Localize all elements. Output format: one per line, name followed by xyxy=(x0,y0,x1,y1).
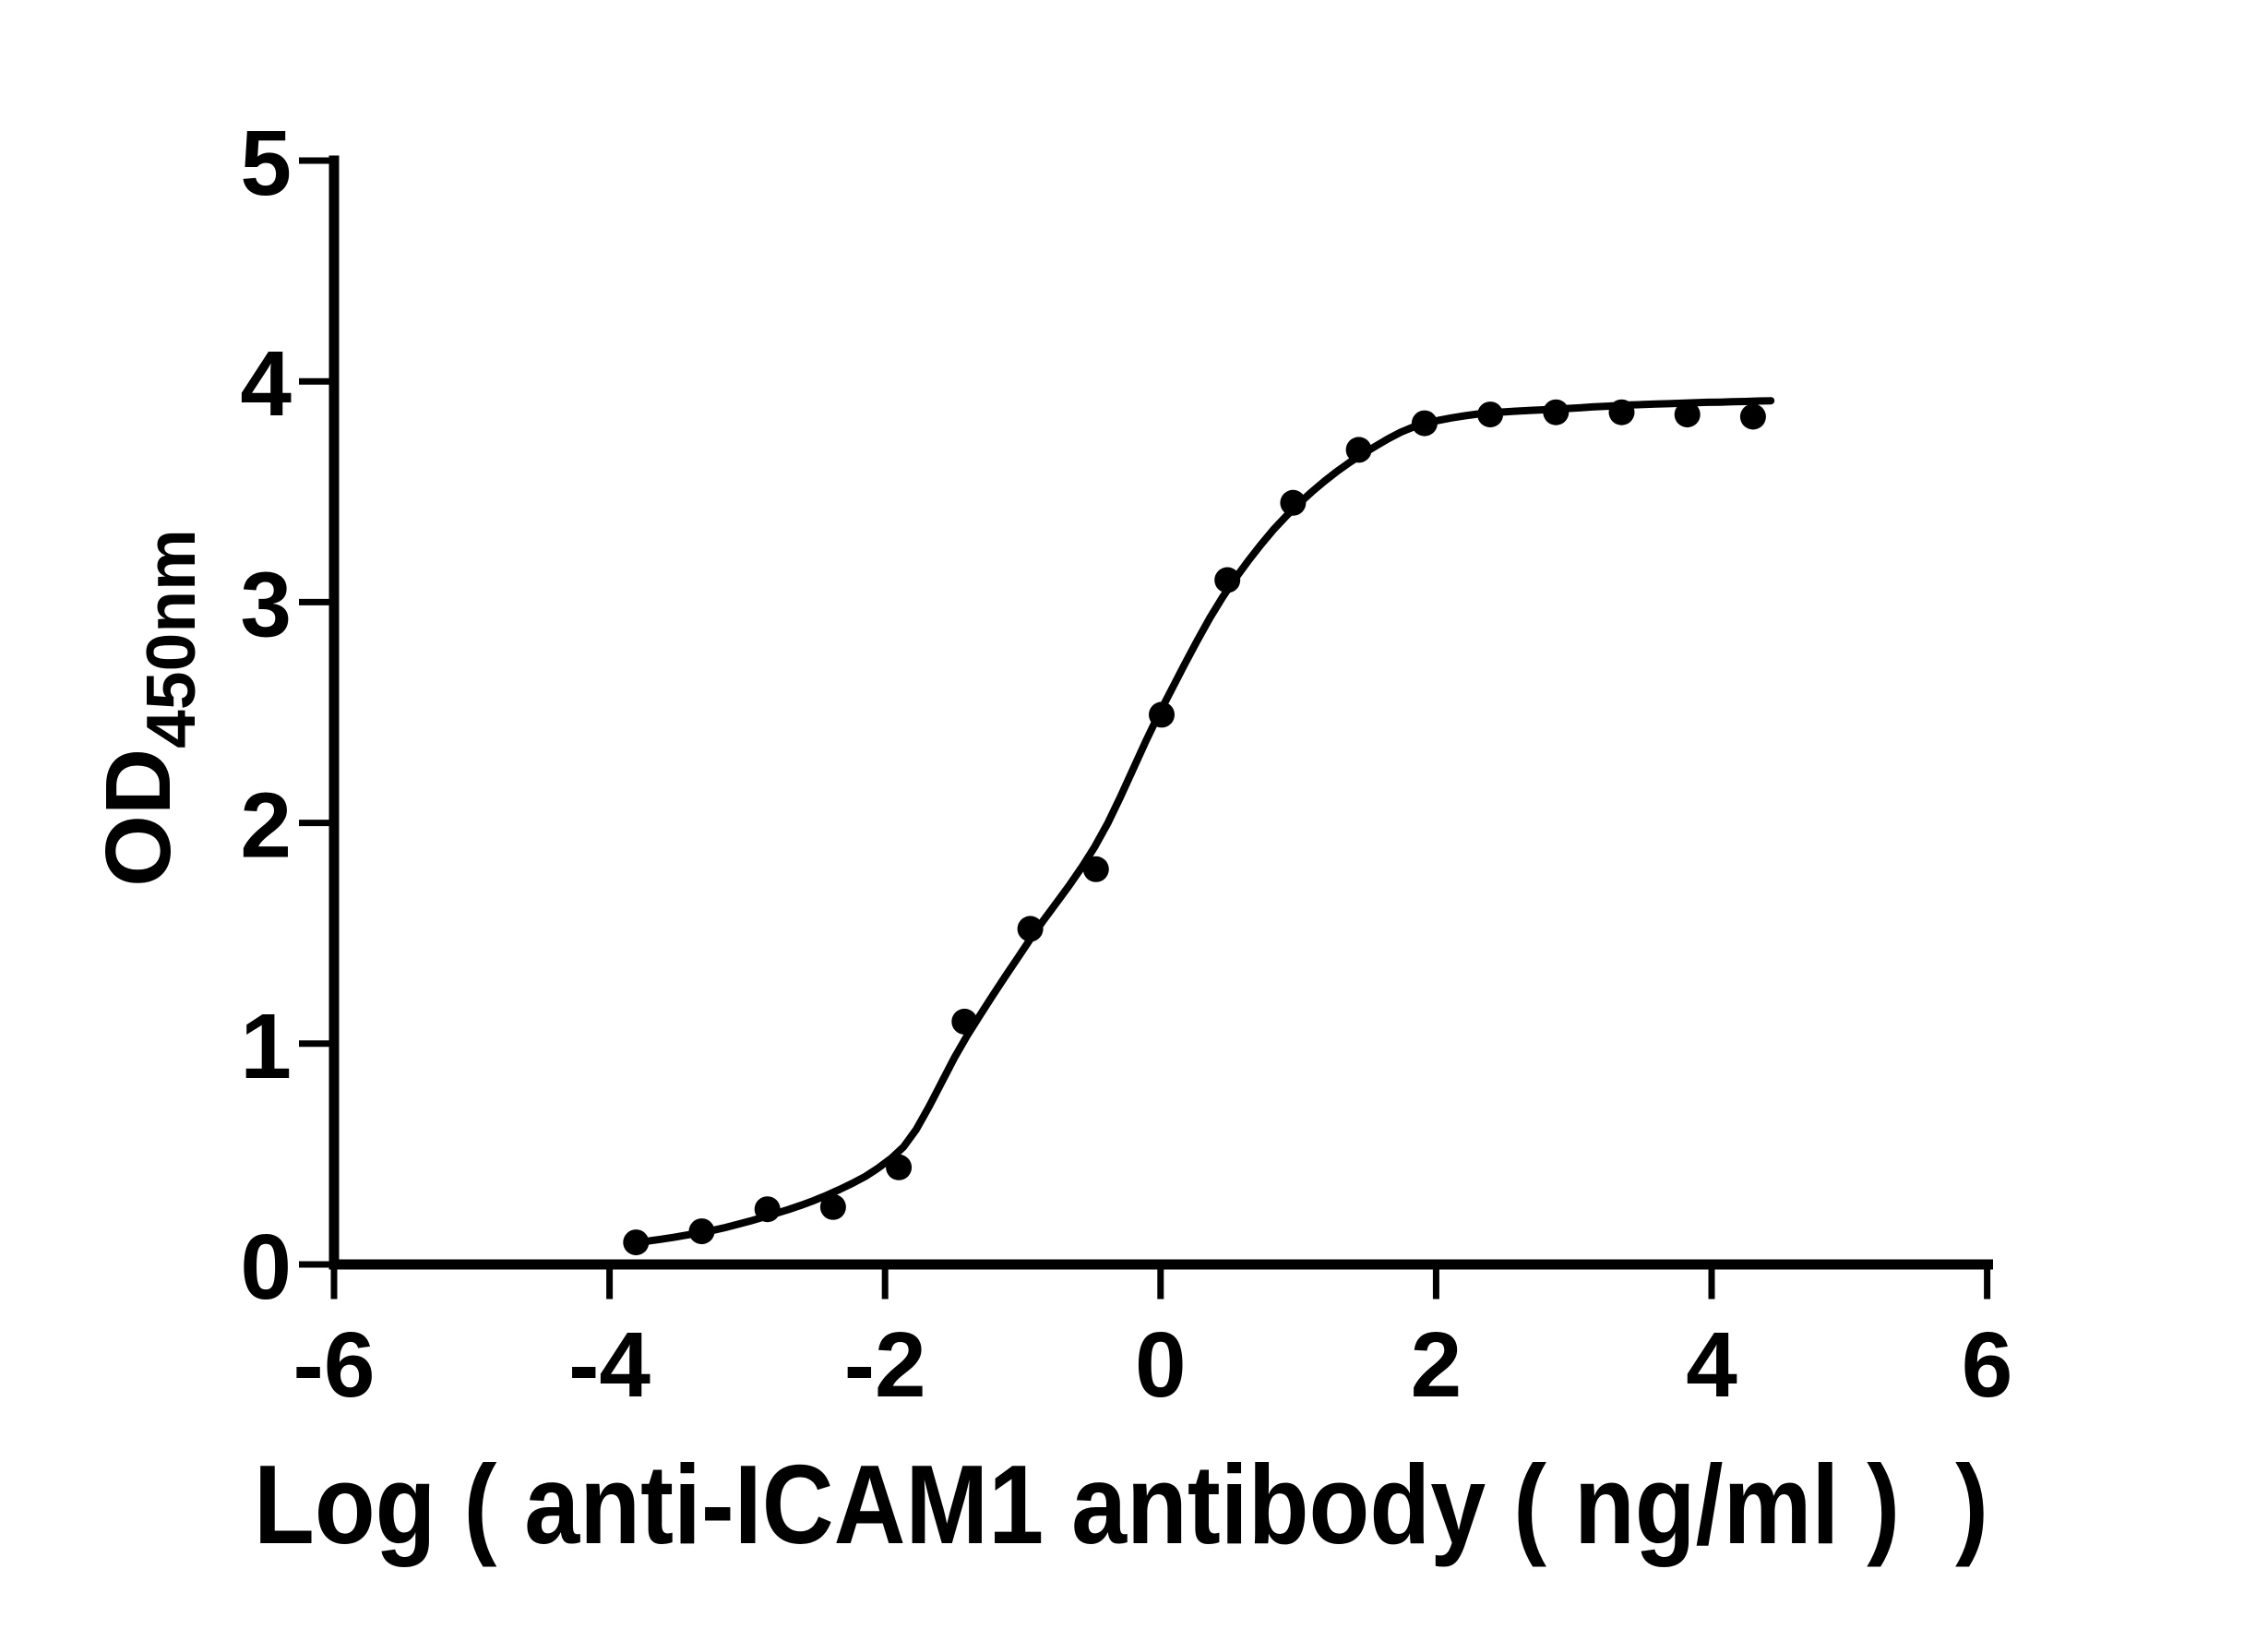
y-axis-title-subscript: 450nm xyxy=(132,529,209,749)
x-axis-tick-labels: -6 -4 -2 0 2 4 6 xyxy=(293,1313,2013,1417)
x-tick-label-2: 2 xyxy=(1411,1313,1462,1417)
y-tick-label-3: 3 xyxy=(240,553,292,656)
y-axis-tick-labels: 0 1 2 3 4 5 xyxy=(240,112,292,1319)
y-axis-title-main: OD xyxy=(87,749,190,887)
y-tick-label-4: 4 xyxy=(240,332,292,436)
data-point-9 xyxy=(1149,701,1175,728)
data-point-4 xyxy=(819,1193,846,1220)
y-tick-label-0: 0 xyxy=(240,1216,292,1319)
data-points xyxy=(623,399,1766,1256)
data-point-6 xyxy=(951,1008,978,1035)
data-point-2 xyxy=(688,1218,715,1245)
data-point-5 xyxy=(886,1154,913,1180)
data-point-3 xyxy=(754,1196,781,1223)
data-point-17 xyxy=(1674,401,1701,428)
data-point-1 xyxy=(623,1229,650,1256)
data-point-8 xyxy=(1082,856,1109,882)
y-tick-label-2: 2 xyxy=(240,774,292,878)
data-point-12 xyxy=(1345,437,1372,463)
x-tick-label-0: 0 xyxy=(1135,1313,1187,1417)
y-tick-label-5: 5 xyxy=(240,112,292,215)
fit-curve-path xyxy=(632,397,1775,1247)
y-tick-label-1: 1 xyxy=(240,995,292,1098)
y-axis-title: OD450nm xyxy=(87,529,209,887)
data-point-13 xyxy=(1411,410,1438,437)
x-tick-label-6: 6 xyxy=(1962,1313,2013,1417)
x-axis-title: Log ( anti-ICAM1 antibody ( ng/ml ) ) xyxy=(254,1442,1988,1567)
data-point-14 xyxy=(1477,401,1504,428)
x-tick-label--2: -2 xyxy=(844,1313,926,1417)
data-point-10 xyxy=(1214,567,1241,593)
x-tick-label--4: -4 xyxy=(568,1313,651,1417)
fit-curve xyxy=(632,397,1775,1247)
x-axis-ticks xyxy=(330,1264,1991,1300)
x-tick-label-4: 4 xyxy=(1686,1313,1737,1417)
data-point-18 xyxy=(1739,403,1766,430)
data-point-7 xyxy=(1017,916,1044,942)
y-axis-ticks xyxy=(299,157,334,1268)
x-tick-label--6: -6 xyxy=(293,1313,376,1417)
data-point-11 xyxy=(1280,489,1307,516)
data-point-16 xyxy=(1608,399,1635,425)
data-point-15 xyxy=(1543,399,1570,425)
